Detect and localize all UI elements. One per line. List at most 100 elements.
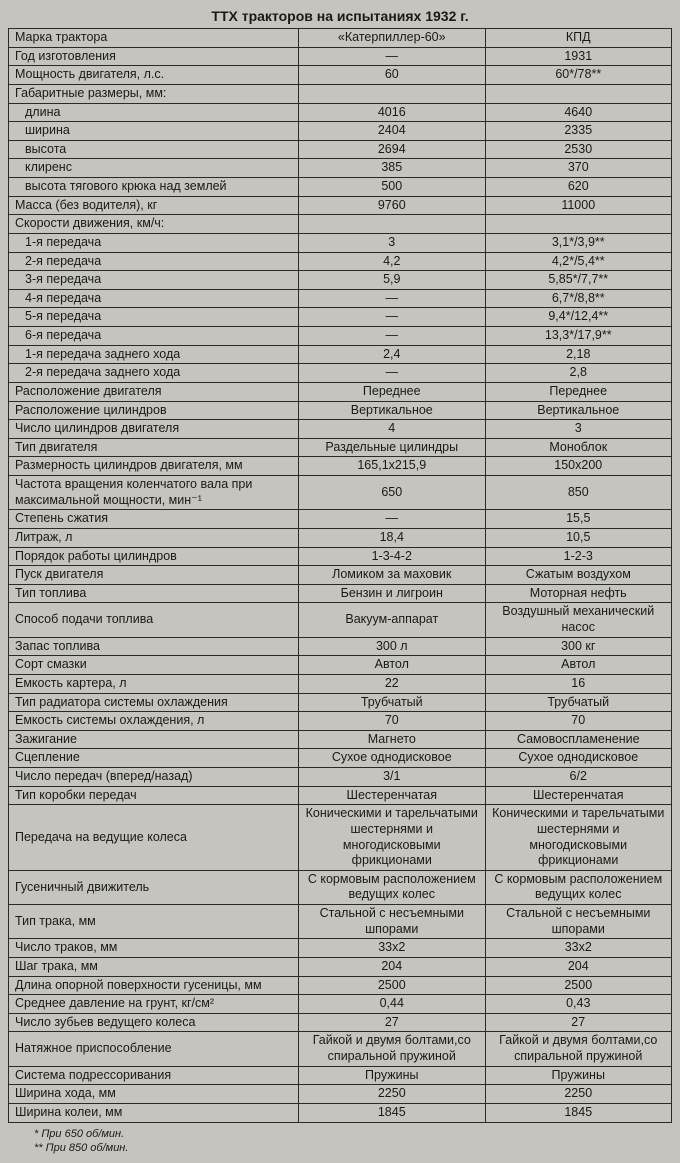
row-value-2: 10,5 (485, 528, 672, 547)
row-label: 1-я передача заднего хода (9, 345, 299, 364)
row-label: Число передач (вперед/назад) (9, 768, 299, 787)
row-label: 2-я передача заднего хода (9, 364, 299, 383)
table-title: ТТХ тракторов на испытаниях 1932 г. (8, 8, 672, 24)
row-value-2: 3 (485, 420, 672, 439)
row-value-1: Вакуум-аппарат (299, 603, 485, 637)
row-value-2: Сухое однодисковое (485, 749, 672, 768)
table-row: Среднее давление на грунт, кг/см²0,440,4… (9, 995, 672, 1014)
row-label: Зажигание (9, 730, 299, 749)
row-value-1: Вертикальное (299, 401, 485, 420)
row-label: Способ подачи топлива (9, 603, 299, 637)
footnotes: * При 650 об/мин. ** При 850 об/мин. (8, 1123, 672, 1156)
table-row: высота тягового крюка над землей500620 (9, 178, 672, 197)
table-row: Порядок работы цилиндров1-3-4-21-2-3 (9, 547, 672, 566)
row-label: 2-я передача (9, 252, 299, 271)
row-label: длина (9, 103, 299, 122)
row-value-2: Переднее (485, 382, 672, 401)
table-row: Гусеничный движительС кормовым расположе… (9, 870, 672, 904)
table-row: Расположение цилиндровВертикальноеВертик… (9, 401, 672, 420)
row-value-2: 620 (485, 178, 672, 197)
table-row: клиренс385370 (9, 159, 672, 178)
table-row: Ширина хода, мм22502250 (9, 1085, 672, 1104)
table-row: Число траков, мм33x233x2 (9, 939, 672, 958)
row-value-1: — (299, 327, 485, 346)
row-value-2: Воздушный механический насос (485, 603, 672, 637)
table-row: Передача на ведущие колесаКоническими и … (9, 805, 672, 871)
row-value-1: 2694 (299, 140, 485, 159)
table-row: Тип радиатора системы охлажденияТрубчаты… (9, 693, 672, 712)
row-value-1: Переднее (299, 382, 485, 401)
row-label: Длина опорной поверхности гусеницы, мм (9, 976, 299, 995)
row-label: Размерность цилиндров двигателя, мм (9, 457, 299, 476)
row-value-1: 27 (299, 1013, 485, 1032)
row-value-2: 6/2 (485, 768, 672, 787)
row-value-1 (299, 215, 485, 234)
row-value-2: 5,85*/7,7** (485, 271, 672, 290)
row-label: ширина (9, 122, 299, 141)
row-label: 3-я передача (9, 271, 299, 290)
table-row: Емкость системы охлаждения, л7070 (9, 712, 672, 731)
row-label: Частота вращения коленчатого вала при ма… (9, 476, 299, 510)
row-value-2: 33x2 (485, 939, 672, 958)
row-label: Натяжное приспособление (9, 1032, 299, 1066)
row-value-2: 1-2-3 (485, 547, 672, 566)
row-label: Литраж, л (9, 528, 299, 547)
table-row: ЗажиганиеМагнетоСамовоспламенение (9, 730, 672, 749)
row-label: Тип коробки передач (9, 786, 299, 805)
table-row: длина40164640 (9, 103, 672, 122)
row-value-1: 1845 (299, 1103, 485, 1122)
row-label: Тип топлива (9, 584, 299, 603)
row-value-1: — (299, 47, 485, 66)
row-value-1: 650 (299, 476, 485, 510)
table-row: Размерность цилиндров двигателя, мм165,1… (9, 457, 672, 476)
row-value-1: 9760 (299, 196, 485, 215)
row-value-1: Раздельные цилиндры (299, 438, 485, 457)
row-value-1: 4016 (299, 103, 485, 122)
row-value-2: 13,3*/17,9** (485, 327, 672, 346)
row-value-2: Пружины (485, 1066, 672, 1085)
row-label: Сорт смазки (9, 656, 299, 675)
row-value-2: Гайкой и двумя болтами,со спиральной пру… (485, 1032, 672, 1066)
row-value-1: 18,4 (299, 528, 485, 547)
row-value-1: Трубчатый (299, 693, 485, 712)
table-row: 3-я передача5,95,85*/7,7** (9, 271, 672, 290)
row-label: Емкость картера, л (9, 674, 299, 693)
row-value-1: — (299, 289, 485, 308)
row-value-1: 2250 (299, 1085, 485, 1104)
table-row: 1-я передача33,1*/3,9** (9, 233, 672, 252)
row-value-2: 27 (485, 1013, 672, 1032)
table-row: Число передач (вперед/назад)3/16/2 (9, 768, 672, 787)
table-row: Пуск двигателяЛомиком за маховикСжатым в… (9, 566, 672, 585)
row-value-2: 2500 (485, 976, 672, 995)
row-value-1: 4 (299, 420, 485, 439)
row-label: высота (9, 140, 299, 159)
table-row: Масса (без водителя), кг976011000 (9, 196, 672, 215)
row-label: Пуск двигателя (9, 566, 299, 585)
row-label: Расположение двигателя (9, 382, 299, 401)
table-row: СцеплениеСухое однодисковоеСухое однодис… (9, 749, 672, 768)
table-row: 5-я передача—9,4*/12,4** (9, 308, 672, 327)
row-value-1: Ломиком за маховик (299, 566, 485, 585)
row-label: клиренс (9, 159, 299, 178)
row-value-1: Пружины (299, 1066, 485, 1085)
row-label: 5-я передача (9, 308, 299, 327)
table-row: Способ подачи топливаВакуум-аппаратВозду… (9, 603, 672, 637)
row-value-1: Стальной с несъемными шпорами (299, 905, 485, 939)
row-value-1: 1-3-4-2 (299, 547, 485, 566)
row-label: Гусеничный движитель (9, 870, 299, 904)
row-label: Система подрессоривания (9, 1066, 299, 1085)
row-value-2: Сжатым воздухом (485, 566, 672, 585)
row-label: Мощность двигателя, л.с. (9, 66, 299, 85)
row-label: Передача на ведущие колеса (9, 805, 299, 871)
row-value-2: 370 (485, 159, 672, 178)
row-value-2: 2335 (485, 122, 672, 141)
row-value-1: С кормовым расположением ведущих колес (299, 870, 485, 904)
row-label: Масса (без водителя), кг (9, 196, 299, 215)
row-value-1: Гайкой и двумя болтами,со спиральной пру… (299, 1032, 485, 1066)
row-value-2: 0,43 (485, 995, 672, 1014)
row-label: Порядок работы цилиндров (9, 547, 299, 566)
row-value-1: 500 (299, 178, 485, 197)
row-label: 1-я передача (9, 233, 299, 252)
table-row: 4-я передача—6,7*/8,8** (9, 289, 672, 308)
table-row: Емкость картера, л2216 (9, 674, 672, 693)
